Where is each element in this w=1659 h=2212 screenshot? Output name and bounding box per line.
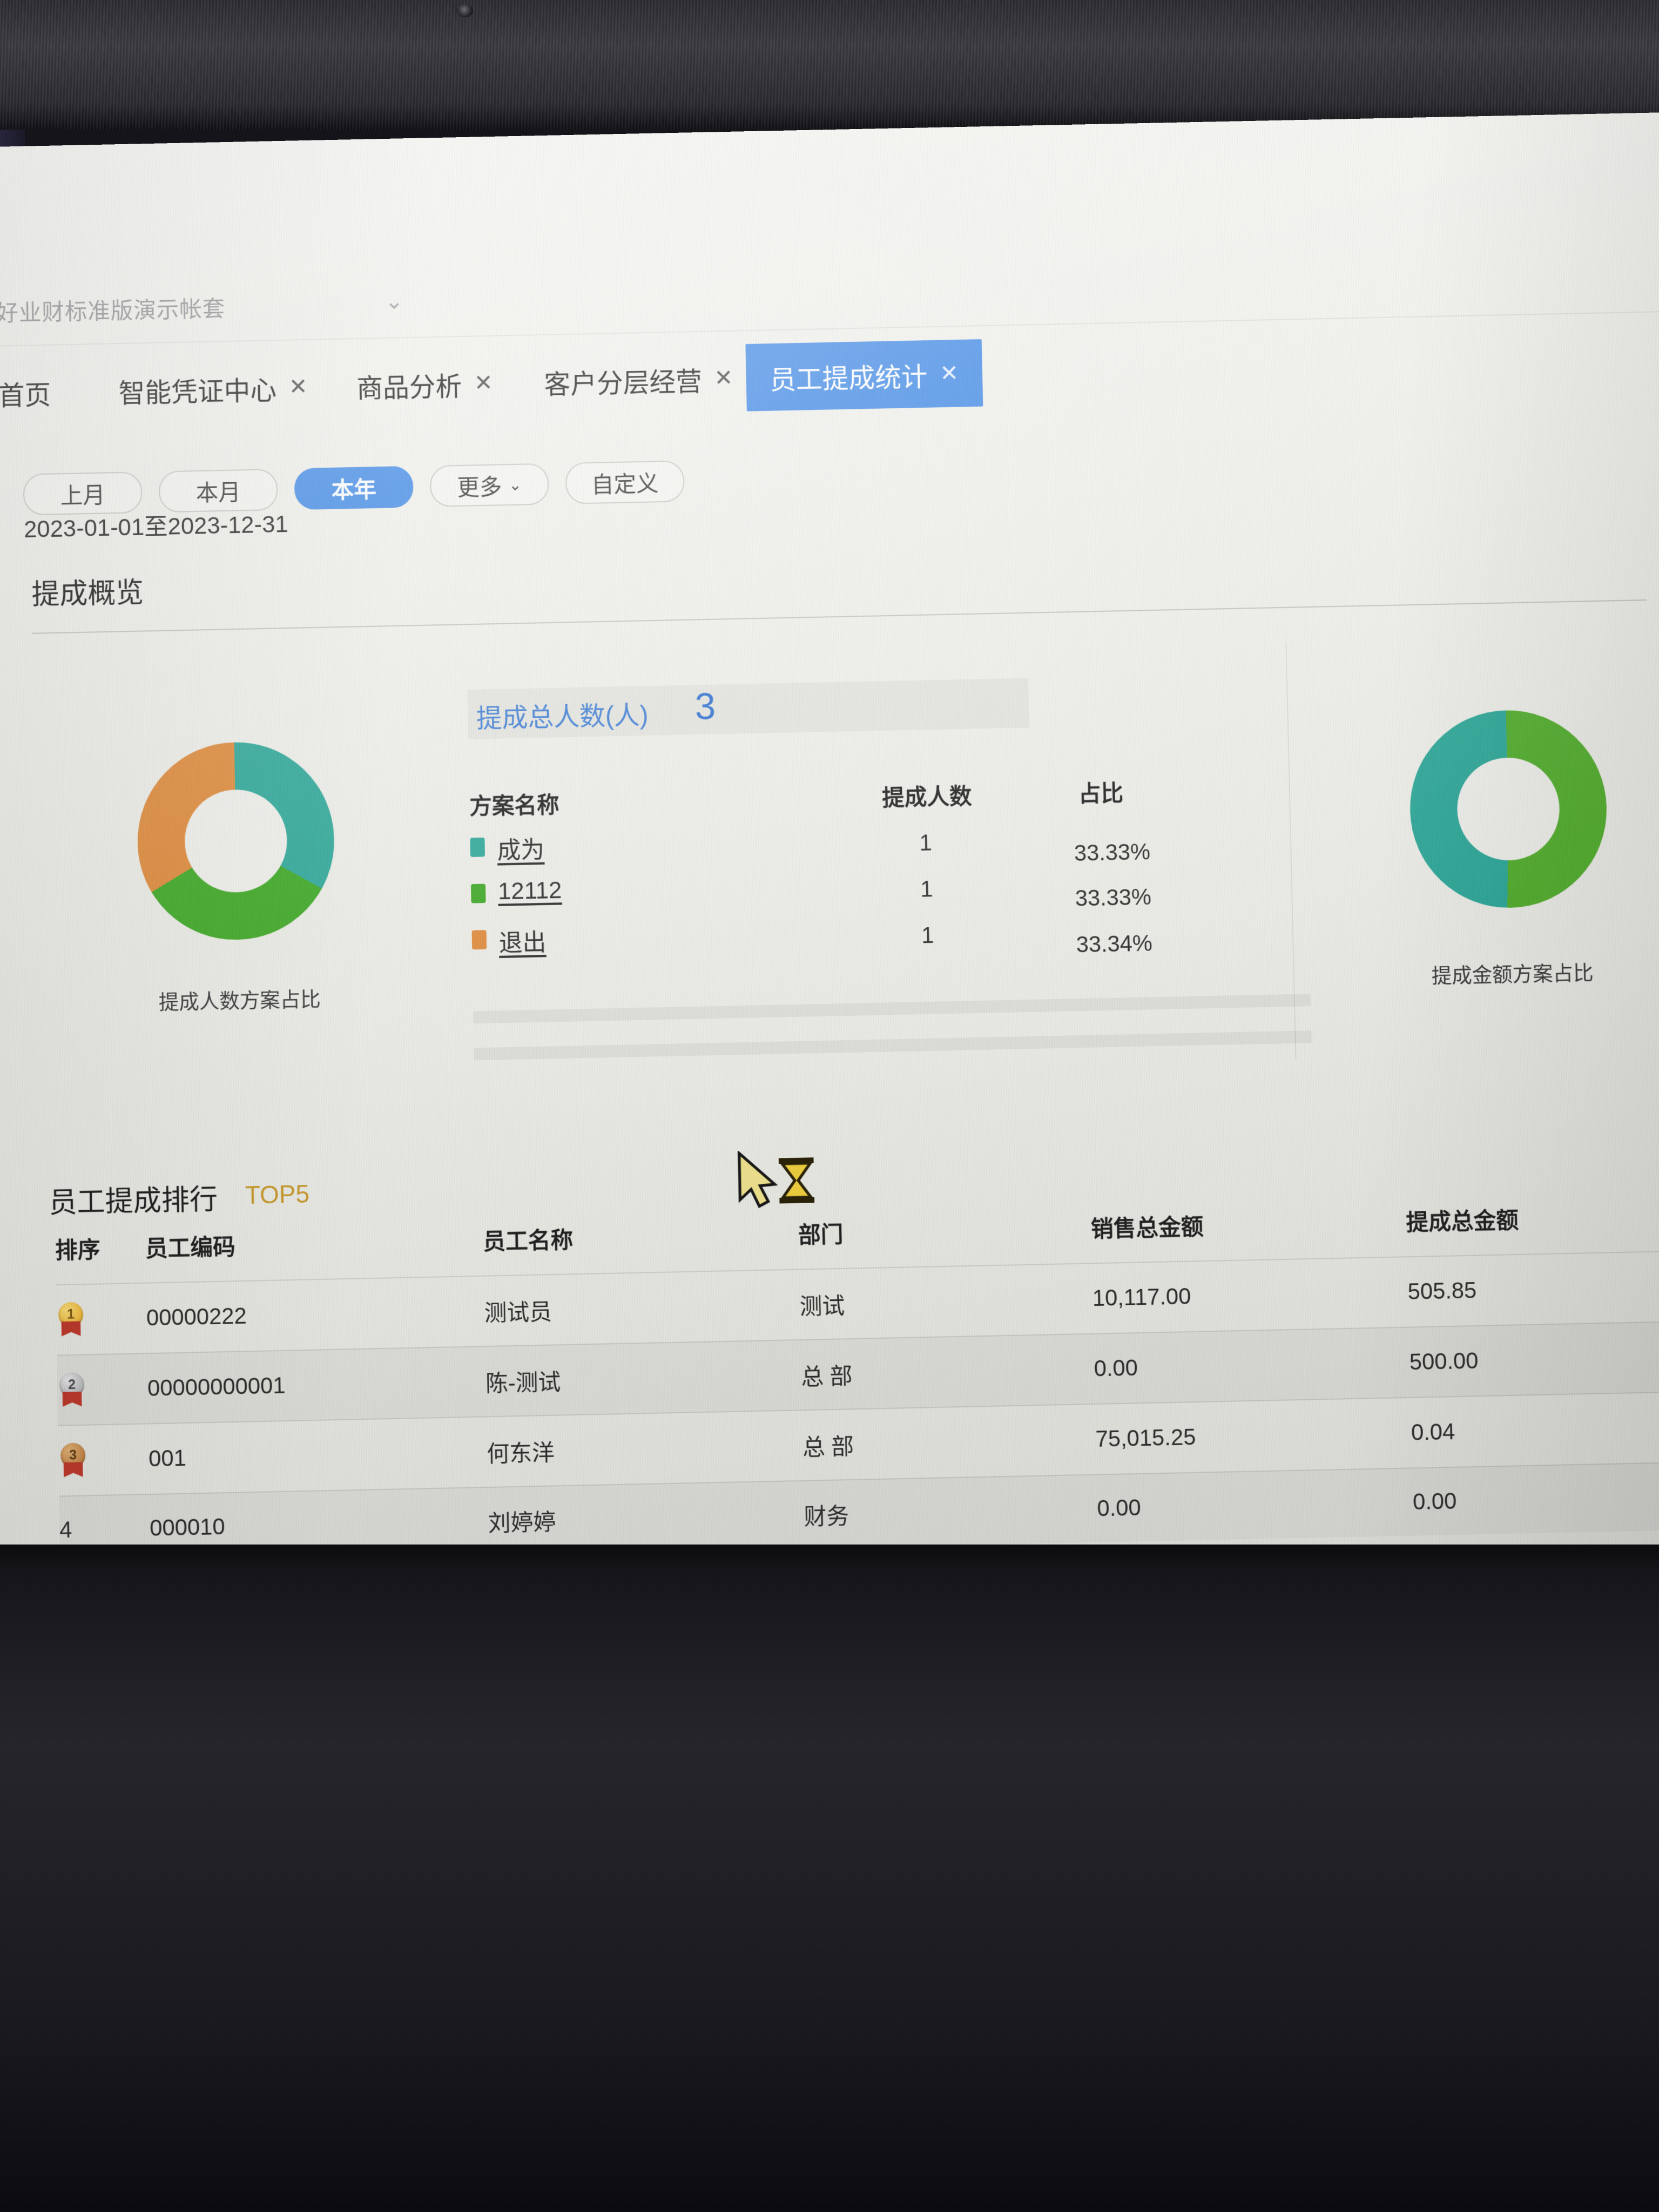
laptop-screen: 好业财标准版演示帐套 ⌄ 首页 智能凭证中心 ✕ 商品分析 ✕ 客户分层经营 bbox=[0, 112, 1659, 1803]
col-sales: 销售总金额 bbox=[1090, 1214, 1204, 1242]
tab-label: 首页 bbox=[0, 379, 51, 410]
legend-header-share: 占比 bbox=[1078, 780, 1124, 807]
overview-title: 提成概览 bbox=[31, 576, 144, 611]
account-chevron-down-icon[interactable]: ⌄ bbox=[385, 288, 404, 314]
cell-emp-name: 何东洋 bbox=[486, 1410, 804, 1487]
overview-legend-table: 方案名称 提成人数 占比 成为 1 33.33% 12112 1 33.33% bbox=[469, 771, 1326, 967]
cell-emp-code: 001 bbox=[148, 1417, 488, 1494]
app-window: 好业财标准版演示帐套 ⌄ 首页 智能凭证中心 ✕ 商品分析 ✕ 客户分层经营 bbox=[0, 112, 1659, 1803]
cell-dept: 总 部 bbox=[801, 1404, 1097, 1481]
tab-close-icon[interactable]: ✕ bbox=[474, 370, 494, 396]
cell-commission: 500.00 bbox=[1408, 1321, 1659, 1398]
cell-dept: 测试 bbox=[799, 1263, 1094, 1340]
cell-dept: 总 部 bbox=[800, 1333, 1095, 1411]
tab-home[interactable]: 首页 bbox=[0, 358, 75, 427]
date-range-text: 2023-01-01至2023-12-31 bbox=[23, 510, 289, 543]
filter-pill-this-year[interactable]: 本年 bbox=[294, 466, 414, 510]
filter-pill-custom[interactable]: 自定义 bbox=[565, 460, 685, 504]
cell-rank: 1 bbox=[56, 1283, 147, 1355]
cell-emp-name: 测试员 bbox=[483, 1269, 800, 1347]
tab-label: 客户分层经营 bbox=[544, 366, 703, 399]
col-emp-code: 员工编码 bbox=[145, 1235, 236, 1262]
col-dept: 部门 bbox=[798, 1222, 844, 1248]
cell-rank: 2 bbox=[57, 1353, 149, 1426]
cell-rank: 3 bbox=[58, 1424, 150, 1496]
legend-color-swatch bbox=[470, 884, 486, 903]
cell-sales: 0.00 bbox=[1093, 1327, 1411, 1405]
col-commission: 提成总金额 bbox=[1406, 1208, 1519, 1236]
donut-chart-people-share bbox=[136, 740, 336, 942]
tab-close-icon[interactable]: ✕ bbox=[714, 366, 733, 391]
col-rank: 排序 bbox=[55, 1237, 100, 1264]
cell-commission: 0.00 bbox=[1412, 1462, 1659, 1536]
pill-label: 上月 bbox=[60, 483, 106, 509]
tab-label: 商品分析 bbox=[356, 370, 462, 403]
laptop-base: 🔇 🔉 🔊 ✂ ☀− ☀+ 🗗 🛜 bbox=[0, 1545, 1659, 2212]
legend-people-count: 1 bbox=[920, 876, 934, 902]
cell-sales: 0.00 bbox=[1096, 1468, 1414, 1542]
cell-emp-code: 00000000001 bbox=[147, 1346, 487, 1424]
tab-close-icon[interactable]: ✕ bbox=[288, 374, 308, 400]
mouse-cursor-busy-icon bbox=[734, 1149, 820, 1219]
tab-customer-tiering[interactable]: 客户分层经营 ✕ bbox=[520, 344, 757, 416]
employee-rank-table: 排序 员工编码 员工名称 部门 销售总金额 提成总金额 1 00000222 bbox=[55, 1198, 1659, 1564]
employee-rank-title: 员工提成排行 bbox=[48, 1183, 218, 1219]
legend-share-pct: 33.34% bbox=[1076, 930, 1153, 957]
donut-caption-amount-share: 提成金额方案占比 bbox=[1431, 961, 1594, 988]
gold-medal-icon: 1 bbox=[56, 1301, 86, 1338]
account-name[interactable]: 好业财标准版演示帐套 bbox=[0, 296, 226, 326]
tab-product-analysis[interactable]: 商品分析 ✕ bbox=[333, 349, 517, 420]
cell-sales: 75,015.25 bbox=[1095, 1397, 1412, 1475]
legend-people-count: 1 bbox=[919, 830, 933, 856]
pill-label: 更多 bbox=[457, 475, 502, 501]
kpi-value-total-people: 3 bbox=[694, 685, 716, 727]
chevron-down-icon: ⌄ bbox=[508, 475, 522, 494]
legend-header-people: 提成人数 bbox=[881, 784, 973, 811]
bronze-medal-icon: 3 bbox=[58, 1442, 88, 1478]
tab-close-icon[interactable]: ✕ bbox=[939, 361, 959, 386]
donut-chart-amount-share bbox=[1407, 708, 1609, 910]
cell-emp-name: 刘婷婷 bbox=[487, 1480, 805, 1555]
legend-color-swatch bbox=[470, 837, 485, 857]
pill-label: 本年 bbox=[331, 477, 377, 503]
filter-pill-more[interactable]: 更多 ⌄ bbox=[429, 463, 549, 507]
legend-plan-name-link[interactable]: 12112 bbox=[497, 876, 562, 905]
cell-emp-name: 陈-测试 bbox=[484, 1339, 802, 1417]
legend-header-plan-name: 方案名称 bbox=[469, 792, 560, 819]
pill-label: 自定义 bbox=[591, 471, 659, 498]
cell-commission: 505.85 bbox=[1407, 1251, 1659, 1327]
webcam-icon bbox=[457, 4, 473, 17]
legend-people-count: 1 bbox=[921, 923, 934, 948]
pill-label: 本月 bbox=[195, 480, 241, 506]
silver-medal-icon: 2 bbox=[57, 1372, 87, 1408]
cell-commission: 0.04 bbox=[1410, 1392, 1659, 1468]
laptop-lid-bezel bbox=[0, 0, 1659, 130]
donut-caption-people-share: 提成人数方案占比 bbox=[158, 988, 321, 1015]
cell-dept: 财务 bbox=[803, 1474, 1098, 1549]
kpi-label-total-people: 提成总人数(人) bbox=[476, 700, 649, 733]
tab-label: 智能凭证中心 bbox=[118, 374, 277, 408]
date-filter-pills: 上月 本月 本年 更多 ⌄ 自定义 bbox=[23, 460, 685, 516]
tab-voucher-center[interactable]: 智能凭证中心 ✕ bbox=[95, 353, 332, 425]
tab-employee-commission-stats[interactable]: 员工提成统计 ✕ bbox=[745, 339, 983, 412]
cell-sales: 10,117.00 bbox=[1091, 1257, 1409, 1334]
tab-label: 员工提成统计 bbox=[769, 361, 928, 395]
cell-emp-code: 00000222 bbox=[145, 1276, 485, 1354]
legend-plan-name-link[interactable]: 成为 bbox=[497, 836, 545, 864]
legend-plan-name-link[interactable]: 退出 bbox=[498, 928, 547, 956]
col-emp-name: 员工名称 bbox=[482, 1228, 574, 1255]
employee-rank-top-badge: TOP5 bbox=[245, 1180, 310, 1210]
legend-color-swatch bbox=[471, 930, 487, 950]
